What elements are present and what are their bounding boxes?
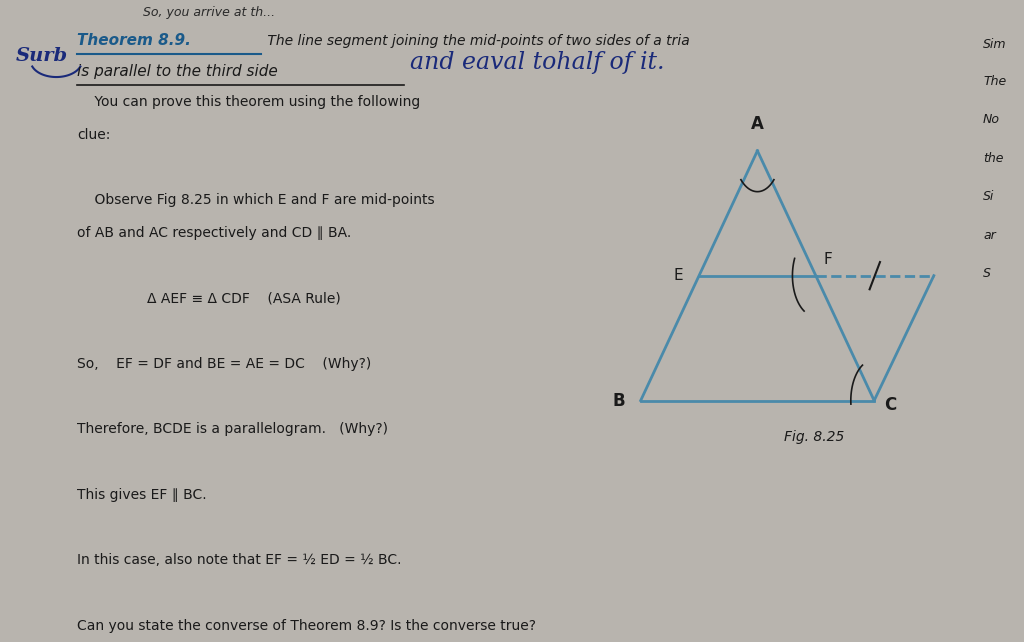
Text: C: C <box>885 396 897 414</box>
Text: Can you state the converse of Theorem 8.9? Is the converse true?: Can you state the converse of Theorem 8.… <box>77 619 536 633</box>
Text: E: E <box>674 268 683 283</box>
Text: clue:: clue: <box>77 128 111 142</box>
Text: is parallel to the third side: is parallel to the third side <box>77 64 278 79</box>
Text: and eaval tohalf of it.: and eaval tohalf of it. <box>410 51 665 74</box>
Text: No: No <box>983 113 1000 126</box>
Text: The line segment joining the mid-points of two sides of a tria: The line segment joining the mid-points … <box>263 34 690 48</box>
Text: the: the <box>983 152 1004 165</box>
Text: The: The <box>983 74 1007 88</box>
Text: This gives EF ∥ BC.: This gives EF ∥ BC. <box>77 488 207 502</box>
Text: Fig. 8.25: Fig. 8.25 <box>784 430 845 444</box>
Text: F: F <box>823 252 833 266</box>
Text: Theorem 8.9.: Theorem 8.9. <box>77 33 190 48</box>
Text: A: A <box>751 115 764 133</box>
Text: You can prove this theorem using the following: You can prove this theorem using the fol… <box>77 95 420 109</box>
Text: ar: ar <box>983 229 995 242</box>
Text: So,    EF = DF and BE = AE = DC    (Why?): So, EF = DF and BE = AE = DC (Why?) <box>77 357 371 371</box>
Text: B: B <box>612 392 625 410</box>
Text: Therefore, BCDE is a parallelogram.   (Why?): Therefore, BCDE is a parallelogram. (Why… <box>77 422 388 437</box>
Text: Surb: Surb <box>15 47 68 65</box>
Text: Si: Si <box>983 190 994 204</box>
Text: S: S <box>983 267 991 281</box>
Text: So, you arrive at th...: So, you arrive at th... <box>143 6 275 19</box>
Text: Sim: Sim <box>983 38 1007 51</box>
Text: Observe Fig 8.25 in which E and F are mid-points: Observe Fig 8.25 in which E and F are mi… <box>77 193 434 207</box>
Text: Δ AEF ≡ Δ CDF    (ASA Rule): Δ AEF ≡ Δ CDF (ASA Rule) <box>77 291 341 306</box>
Text: In this case, also note that EF = ½ ED = ½ BC.: In this case, also note that EF = ½ ED =… <box>77 553 401 568</box>
Text: of AB and AC respectively and CD ∥ BA.: of AB and AC respectively and CD ∥ BA. <box>77 226 351 240</box>
